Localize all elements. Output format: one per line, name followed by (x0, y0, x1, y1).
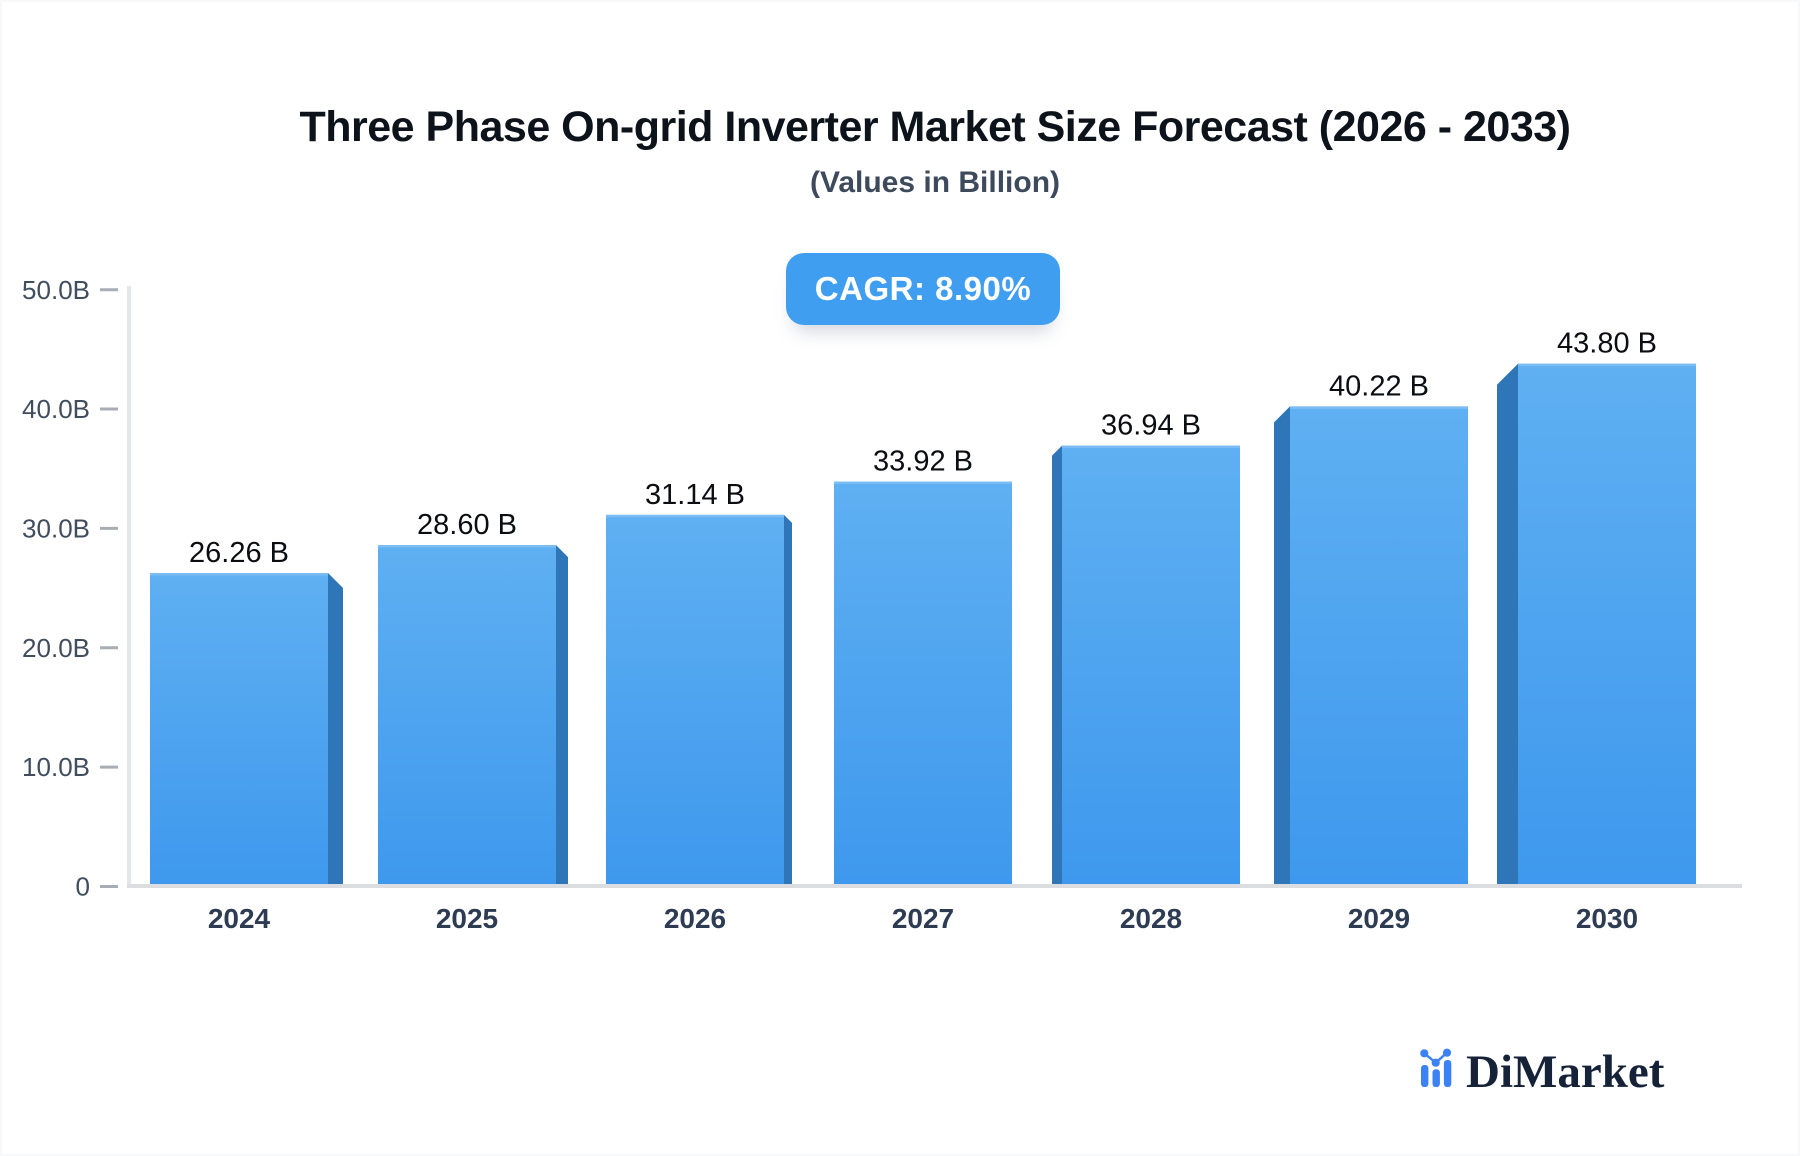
bar (150, 573, 328, 888)
x-axis-label: 2028 (1120, 903, 1182, 934)
y-tick-label: 10.0B (22, 752, 90, 782)
y-tick-label: 30.0B (22, 514, 90, 544)
bar (378, 545, 556, 888)
bar (1518, 363, 1696, 888)
x-axis-label: 2030 (1576, 903, 1638, 934)
bar-value-label: 28.60 B (417, 509, 517, 541)
bar (1290, 406, 1468, 888)
chart-subtitle: (Values in Billion) (809, 166, 1061, 199)
bar-value-label: 36.94 B (1101, 410, 1201, 442)
y-tick-label: 40.0B (22, 394, 90, 424)
bar-side-face (1497, 363, 1518, 888)
bar (1062, 445, 1240, 888)
cagr-badge-label: CAGR: 8.90% (814, 270, 1032, 307)
bar-side-face (1052, 445, 1062, 888)
brand-name: DiMarket (1466, 1046, 1665, 1098)
bar-value-label: 31.14 B (645, 479, 745, 511)
x-axis-label: 2026 (664, 903, 726, 934)
y-tick-label: 50.0B (22, 275, 90, 305)
bar-value-label: 40.22 B (1329, 370, 1429, 402)
bar-value-label: 33.92 B (873, 446, 973, 478)
y-tick-label: 0 (76, 872, 90, 902)
bar-group: 31.14 B 2026 (606, 479, 792, 934)
bar-group: 26.26 B 2024 (150, 537, 343, 934)
bar-group: 43.80 B 2030 (1497, 328, 1696, 934)
bar-side-face (784, 514, 792, 888)
bar (834, 481, 1012, 888)
bar-group: 40.22 B 2029 (1274, 370, 1468, 934)
x-axis-label: 2025 (436, 903, 498, 934)
bar-group: 36.94 B 2028 (1052, 410, 1240, 934)
bar-side-face (328, 573, 343, 888)
bar-value-label: 26.26 B (189, 537, 289, 569)
bar-side-face (556, 545, 568, 888)
bar-chart-logo-icon (1420, 1048, 1452, 1087)
bar-side-face (1274, 406, 1290, 888)
x-axis-label: 2024 (208, 903, 271, 934)
x-axis-label: 2027 (892, 903, 954, 934)
bar-value-label: 43.80 B (1557, 328, 1657, 360)
page-title: Three Phase On-grid Inverter Market Size… (299, 103, 1571, 151)
bar-group: 28.60 B 2025 (378, 509, 568, 934)
chart-header: Three Phase On-grid Inverter Market Size… (65, 102, 1800, 201)
y-tick-label: 20.0B (22, 633, 90, 663)
bar-group: 33.92 B 2027 (834, 446, 1012, 934)
bar (606, 514, 784, 888)
x-axis-label: 2029 (1348, 903, 1410, 934)
brand-logo: DiMarket (1420, 1046, 1665, 1098)
cagr-badge: CAGR: 8.90% (786, 253, 1060, 325)
